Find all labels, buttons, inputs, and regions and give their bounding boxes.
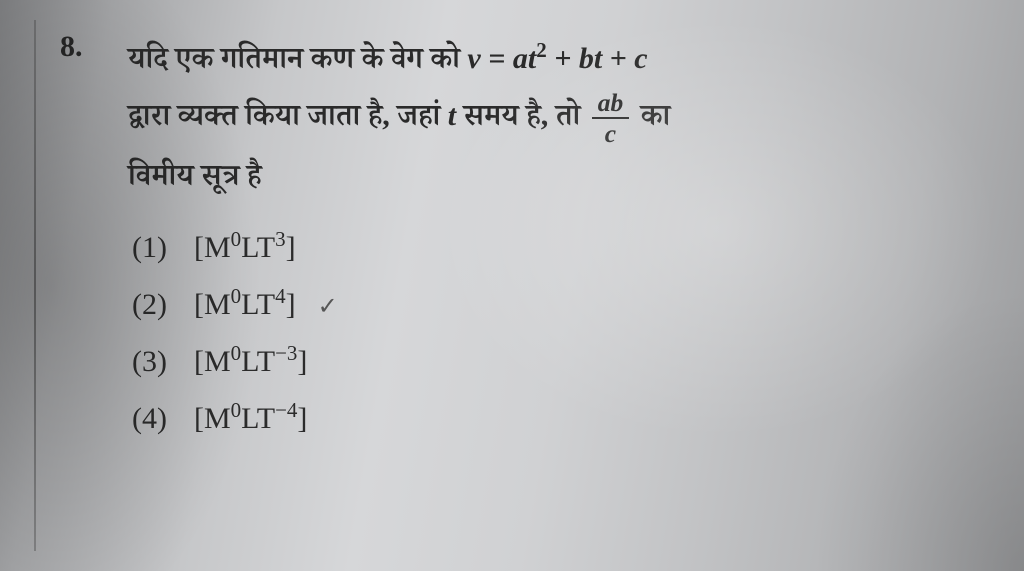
option-value: [M0LT−4]: [194, 393, 307, 444]
question-line3: विमीय सूत्र है: [128, 159, 261, 192]
option-mark: ✓: [318, 287, 338, 328]
question-block: 8. यदि एक गतिमान कण के वेग को v = at2 + …: [60, 30, 974, 450]
options-list: (1) [M0LT3] (2) [M0LT4] ✓ (3) [M0LT−3] (…: [132, 222, 974, 444]
option-2: (2) [M0LT4] ✓: [132, 279, 974, 330]
option-value: [M0LT4]: [194, 279, 296, 330]
option-4: (4) [M0LT−4]: [132, 393, 974, 444]
page-scan: 8. यदि एक गतिमान कण के वेग को v = at2 + …: [0, 0, 1024, 571]
option-label: (3): [132, 336, 180, 387]
option-3: (3) [M0LT−3]: [132, 336, 974, 387]
option-value: [M0LT−3]: [194, 336, 307, 387]
question-body: यदि एक गतिमान कण के वेग को v = at2 + bt …: [128, 30, 974, 450]
question-line2-post: का: [641, 99, 671, 132]
fraction-ab-over-c: ab c: [592, 90, 630, 147]
option-label: (4): [132, 393, 180, 444]
time-variable: t: [448, 99, 456, 132]
question-number: 8.: [60, 30, 100, 64]
option-1: (1) [M0LT3]: [132, 222, 974, 273]
question-text: यदि एक गतिमान कण के वेग को v = at2 + bt …: [128, 30, 974, 204]
question-line2-mid: समय है, तो: [464, 99, 588, 132]
option-label: (1): [132, 222, 180, 273]
fraction-denominator: c: [592, 119, 630, 147]
question-line2-pre: द्वारा व्यक्त किया जाता है, जहां: [128, 99, 448, 132]
fraction-numerator: ab: [592, 90, 630, 120]
velocity-equation: v = at2 + bt + c: [467, 42, 647, 75]
left-margin-rule: [34, 20, 36, 551]
option-label: (2): [132, 279, 180, 330]
option-value: [M0LT3]: [194, 222, 296, 273]
question-line1-pre: यदि एक गतिमान कण के वेग को: [128, 42, 467, 75]
